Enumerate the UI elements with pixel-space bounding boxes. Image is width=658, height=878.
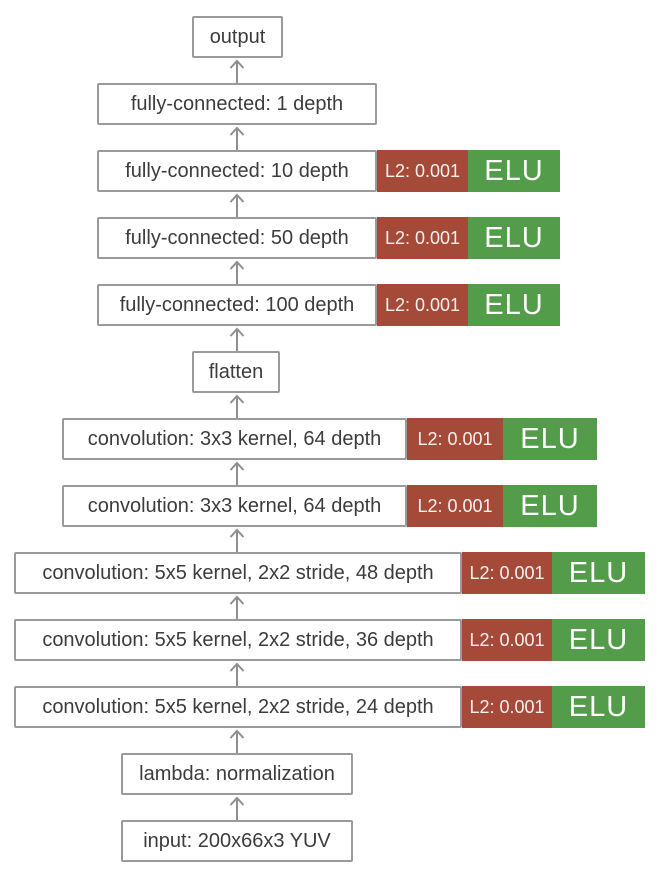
layer-label: fully-connected: 100 depth [119, 293, 355, 316]
l2-regularizer-badge: L2: 0.001 [377, 150, 468, 192]
elu-activation-badge: ELU [503, 418, 597, 460]
layer-label: lambda: normalization [139, 762, 335, 785]
flow-arrow-up-icon [229, 394, 245, 418]
elu-label: ELU [484, 154, 544, 187]
elu-label: ELU [484, 221, 544, 254]
layer-label: convolution: 5x5 kernel, 2x2 stride, 36 … [42, 628, 434, 651]
l2-label: L2: 0.001 [417, 428, 493, 449]
layer-box-convolution-5x5-24: convolution: 5x5 kernel, 2x2 stride, 24 … [14, 686, 462, 728]
l2-regularizer-badge: L2: 0.001 [377, 284, 468, 326]
elu-label: ELU [568, 690, 629, 723]
layer-box-input: input: 200x66x3 YUV [121, 820, 353, 862]
layer-box-fully-connected-50: fully-connected: 50 depth [97, 217, 377, 259]
elu-activation-badge: ELU [468, 217, 560, 259]
l2-regularizer-badge: L2: 0.001 [462, 686, 552, 728]
elu-activation-badge: ELU [552, 619, 645, 661]
flow-arrow-up-icon [229, 662, 245, 686]
elu-activation-badge: ELU [468, 150, 560, 192]
flow-arrow-up-icon [229, 126, 245, 150]
elu-label: ELU [520, 489, 580, 522]
flow-arrow-up-icon [229, 528, 245, 552]
layer-box-output: output [192, 16, 283, 58]
l2-label: L2: 0.001 [469, 696, 545, 717]
elu-activation-badge: ELU [468, 284, 560, 326]
layer-box-convolution-5x5-48: convolution: 5x5 kernel, 2x2 stride, 48 … [14, 552, 462, 594]
l2-label: L2: 0.001 [469, 629, 545, 650]
layer-label: fully-connected: 10 depth [125, 159, 349, 182]
l2-regularizer-badge: L2: 0.001 [462, 552, 552, 594]
elu-activation-badge: ELU [552, 552, 645, 594]
layer-label: output [209, 25, 266, 48]
layer-box-fully-connected-100: fully-connected: 100 depth [97, 284, 377, 326]
flow-arrow-up-icon [229, 461, 245, 485]
layer-label: convolution: 3x3 kernel, 64 depth [87, 427, 382, 450]
layer-box-convolution-5x5-36: convolution: 5x5 kernel, 2x2 stride, 36 … [14, 619, 462, 661]
l2-regularizer-badge: L2: 0.001 [407, 418, 503, 460]
layer-label: fully-connected: 50 depth [125, 226, 349, 249]
l2-regularizer-badge: L2: 0.001 [462, 619, 552, 661]
flow-arrow-up-icon [229, 796, 245, 820]
l2-regularizer-badge: L2: 0.001 [407, 485, 503, 527]
layer-label: flatten [208, 360, 264, 383]
l2-label: L2: 0.001 [384, 294, 461, 315]
flow-arrow-up-icon [229, 59, 245, 83]
flow-arrow-up-icon [229, 595, 245, 619]
layer-box-fully-connected-1: fully-connected: 1 depth [97, 83, 377, 125]
layer-box-lambda: lambda: normalization [121, 753, 353, 795]
l2-label: L2: 0.001 [384, 160, 461, 181]
layer-label: input: 200x66x3 YUV [143, 829, 331, 852]
elu-activation-badge: ELU [503, 485, 597, 527]
layer-box-convolution-3x3-64-a: convolution: 3x3 kernel, 64 depth [62, 485, 407, 527]
flow-arrow-up-icon [229, 193, 245, 217]
elu-activation-badge: ELU [552, 686, 645, 728]
layer-label: convolution: 3x3 kernel, 64 depth [87, 494, 382, 517]
l2-label: L2: 0.001 [417, 495, 493, 516]
layer-box-convolution-3x3-64-b: convolution: 3x3 kernel, 64 depth [62, 418, 407, 460]
elu-label: ELU [568, 623, 629, 656]
flow-arrow-up-icon [229, 729, 245, 753]
elu-label: ELU [520, 422, 580, 455]
elu-label: ELU [484, 288, 544, 321]
layer-box-flatten: flatten [192, 351, 280, 393]
layer-label: convolution: 5x5 kernel, 2x2 stride, 24 … [42, 695, 434, 718]
flow-arrow-up-icon [229, 260, 245, 284]
l2-label: L2: 0.001 [469, 562, 545, 583]
elu-label: ELU [568, 556, 629, 589]
l2-label: L2: 0.001 [384, 227, 461, 248]
l2-regularizer-badge: L2: 0.001 [377, 217, 468, 259]
layer-label: fully-connected: 1 depth [130, 92, 344, 115]
layer-label: convolution: 5x5 kernel, 2x2 stride, 48 … [42, 561, 434, 584]
flow-arrow-up-icon [229, 327, 245, 351]
layer-box-fully-connected-10: fully-connected: 10 depth [97, 150, 377, 192]
